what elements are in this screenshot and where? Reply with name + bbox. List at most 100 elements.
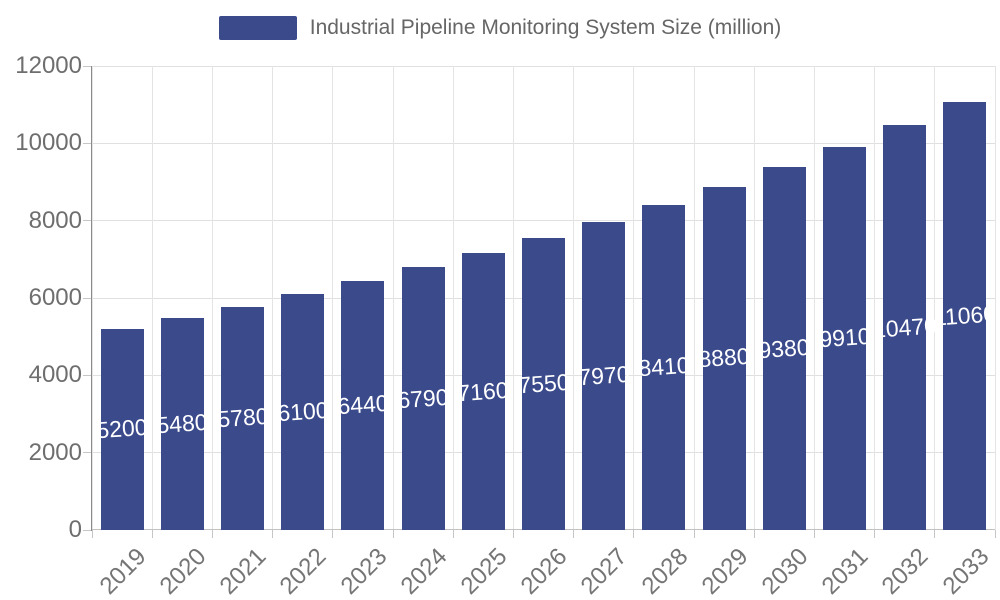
x-axis-tick [994,530,996,538]
x-axis-tick-label: 2024 [395,543,453,600]
gridline-vertical [813,66,815,530]
bar-value-label: 6790 [396,383,450,413]
x-axis-tick [934,530,936,538]
gridline-vertical [693,66,695,530]
gridline-vertical [573,66,575,530]
gridline-horizontal [92,142,995,144]
bar-value-label: 7970 [577,360,631,391]
gridline-vertical [332,66,334,530]
y-axis-tick-label: 2000 [28,438,82,466]
x-axis-tick-label: 2031 [816,543,874,600]
y-axis-tick [83,374,91,376]
y-axis-line [91,66,92,531]
gridline-horizontal [92,220,995,222]
y-axis-tick [83,220,91,222]
x-axis-tick [693,530,695,538]
bar-value-label: 5480 [155,408,209,439]
y-axis-tick-label: 6000 [28,284,82,311]
bar-2024[interactable]: 6790 [397,267,449,530]
bar-2025[interactable]: 7160 [457,253,510,530]
y-axis-tick-label: 4000 [28,361,82,389]
x-axis-tick-label: 2020 [154,543,212,600]
x-axis-tick-label: 2026 [515,543,573,600]
bar-value-label: 5780 [216,402,269,433]
bar-2033[interactable]: 11060 [933,102,997,530]
x-axis-tick-label: 2019 [94,543,152,600]
x-axis-tick-label: 2027 [575,543,633,600]
bar-value-label: 5200 [95,414,149,444]
x-axis-tick [332,530,334,538]
gridline-vertical [272,66,274,530]
x-axis-tick-label: 2032 [876,543,934,600]
bar-value-label: 9910 [818,323,871,353]
y-axis-tick [83,142,91,144]
gridline-vertical [633,66,635,530]
gridline-vertical [753,66,755,530]
plot-area: 0 2000 4000 6000 8000 10000 12000 2019 2020 2021… [15,53,997,600]
gridline-vertical [512,66,514,530]
x-axis-tick-label: 2022 [274,543,332,600]
y-axis-tick [83,65,91,67]
gridline-vertical [392,66,394,530]
x-axis-tick [452,530,454,538]
bar-2019[interactable]: 5200 [96,328,148,530]
gridline-vertical [874,66,876,530]
y-axis-tick-label: 8000 [28,206,82,234]
gridline-vertical [151,66,153,530]
bar-value-label: 9380 [757,333,811,363]
bar-2020[interactable]: 5480 [156,318,209,530]
gridline-vertical [211,66,213,530]
bar-2032[interactable]: 10470 [872,125,937,530]
y-axis-tick-label: 0 [68,516,82,543]
x-axis-tick [573,530,575,538]
bar-value-label: 11060 [932,300,997,331]
bar-2027[interactable]: 7970 [577,221,630,530]
bar-2023[interactable]: 6440 [336,280,389,530]
bar-2028[interactable]: 8410 [637,204,690,530]
y-axis-tick [83,297,91,299]
legend-swatch-icon [218,16,297,40]
gridline-vertical [934,66,936,530]
x-axis-tick-label: 2030 [756,543,814,600]
x-axis-tick [392,530,394,538]
bar-2029[interactable]: 8880 [698,186,750,530]
bar-value-label: 8880 [697,343,751,373]
bar-2021[interactable]: 5780 [216,306,269,530]
bar-2026[interactable]: 7550 [517,238,570,530]
gridline-vertical [452,66,454,530]
gridline-horizontal [92,65,995,67]
bar-value-label: 7160 [456,376,510,406]
x-axis-tick [512,530,514,538]
x-axis-tick-label: 2029 [696,543,754,600]
x-axis-tick-label: 2033 [937,543,994,600]
legend-item[interactable]: Industrial Pipeline Monitoring System Si… [0,16,1000,40]
x-axis-tick-label: 2025 [455,543,513,600]
x-axis-tick [211,530,213,538]
y-axis-tick-label: 12000 [15,52,82,79]
y-axis-tick [83,529,91,531]
bar-value-label: 6100 [276,396,330,427]
x-axis-tick-label: 2021 [214,543,272,600]
gridline-vertical [91,66,93,530]
x-axis-tick [272,530,274,538]
bar-value-label: 10470 [871,311,938,343]
gridline-vertical [994,66,996,530]
bar-value-label: 7550 [517,368,570,399]
legend-label: Industrial Pipeline Monitoring System Si… [309,16,782,39]
bar-2030[interactable]: 9380 [758,167,811,530]
x-axis-tick [753,530,755,538]
x-axis-tick [151,530,153,538]
y-axis-tick-label: 10000 [15,129,82,157]
x-axis-tick [813,530,815,538]
y-axis-tick [83,452,91,454]
bar-value-label: 8410 [637,352,691,382]
x-axis-tick-label: 2028 [636,543,693,600]
bar-2031[interactable]: 9910 [818,146,871,530]
x-axis-tick [874,530,876,538]
bar-value-label: 6440 [336,390,390,420]
x-axis-tick [633,530,635,538]
x-axis-tick [91,530,93,538]
x-axis-tick-label: 2023 [335,543,392,600]
bar-2022[interactable]: 6100 [276,294,329,530]
